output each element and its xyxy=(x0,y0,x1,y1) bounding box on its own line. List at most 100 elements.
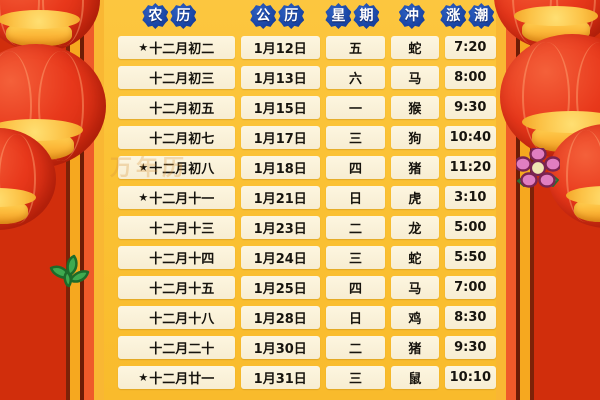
header-solar-date: 公历 xyxy=(235,3,320,29)
cell-clash-zodiac: 狗 xyxy=(391,125,439,149)
cell-lunar-date: ★ 十二月初八 xyxy=(118,155,235,179)
badge-shape xyxy=(398,3,425,29)
cell-weekday: 一 xyxy=(325,95,386,119)
cell-lunar-date: ★十二月二十 xyxy=(118,335,235,359)
cell-high-tide: 8:00 xyxy=(444,65,497,89)
lunar-date-text: 十二月初二 xyxy=(149,41,215,57)
lunar-date-text: 十二月十一 xyxy=(149,191,215,207)
cell-lunar-date: ★ 十二月初二 xyxy=(118,35,235,59)
header-high-tide: 涨潮 xyxy=(439,3,496,29)
cell-weekday: 二 xyxy=(325,335,386,359)
table-row[interactable]: ★ 十二月廿一 1月31日三鼠 10:10 xyxy=(104,362,497,392)
cell-high-tide: 8:30 xyxy=(444,305,497,329)
header-label: 历 xyxy=(284,8,299,24)
stripe xyxy=(534,0,544,400)
cell-high-tide: 9:30 xyxy=(444,95,497,119)
auspicious-star-icon: ★ xyxy=(138,190,149,204)
cell-solar-date: 1月31日 xyxy=(240,365,320,389)
badge-shape xyxy=(278,3,305,29)
cell-clash-zodiac: 蛇 xyxy=(391,245,439,269)
lunar-date-text: 十二月二十 xyxy=(149,341,215,357)
stripe xyxy=(516,0,520,400)
cell-clash-zodiac: 虎 xyxy=(391,185,439,209)
cell-weekday: 日 xyxy=(325,305,386,329)
stripe xyxy=(520,0,530,400)
cell-weekday: 五 xyxy=(325,35,386,59)
badge-shape xyxy=(250,3,277,29)
cell-lunar-date: ★十二月十三 xyxy=(118,215,235,239)
cell-solar-date: 1月24日 xyxy=(240,245,320,269)
cell-weekday: 四 xyxy=(325,155,386,179)
header-label: 农 xyxy=(148,8,163,24)
cell-clash-zodiac: 蛇 xyxy=(391,35,439,59)
lunar-date-text: 十二月廿一 xyxy=(149,371,215,387)
lantern-top-left xyxy=(0,0,100,70)
lunar-date-text: 十二月初八 xyxy=(149,161,215,177)
cell-high-tide: 3:10 xyxy=(444,185,497,209)
cell-solar-date: 1月13日 xyxy=(240,65,320,89)
header-badge-solar-date-0: 公 xyxy=(250,3,277,29)
cell-solar-date: 1月23日 xyxy=(240,215,320,239)
cell-clash-zodiac: 马 xyxy=(391,65,439,89)
cell-high-tide: 11:20 xyxy=(444,155,497,179)
header-badge-weekday-0: 星 xyxy=(325,3,352,29)
cell-high-tide: 7:20 xyxy=(444,35,497,59)
lunar-date-text: 十二月十八 xyxy=(149,311,215,327)
cell-lunar-date: ★十二月十四 xyxy=(118,245,235,269)
stripe xyxy=(66,0,70,400)
lunar-date-text: 十二月十四 xyxy=(149,251,215,267)
header-lunar-date: 农历 xyxy=(104,3,235,29)
cell-lunar-date: ★ 十二月廿一 xyxy=(118,365,235,389)
header-badge-high-tide-1: 潮 xyxy=(468,3,495,29)
header-label: 期 xyxy=(359,8,374,24)
header-weekday: 星期 xyxy=(320,3,385,29)
badge-shape xyxy=(353,3,380,29)
cell-lunar-date: ★十二月十八 xyxy=(118,305,235,329)
badge-shape xyxy=(440,3,467,29)
header-badge-lunar-date-0: 农 xyxy=(142,3,169,29)
stripe xyxy=(530,0,534,400)
lunar-date-text: 十二月十三 xyxy=(149,221,215,237)
lunar-date-text: 十二月十五 xyxy=(149,281,215,297)
cell-high-tide: 5:00 xyxy=(444,215,497,239)
stripe xyxy=(56,0,66,400)
stripe-band-left xyxy=(56,0,104,400)
cell-weekday: 日 xyxy=(325,185,386,209)
calendar-table: ★十二月初二1月12日五蛇7:20★十二月初三1月13日六马8:00★十二月初五… xyxy=(104,32,497,392)
cell-clash-zodiac: 龙 xyxy=(391,215,439,239)
cell-weekday: 二 xyxy=(325,215,386,239)
cell-high-tide: 5:50 xyxy=(444,245,497,269)
auspicious-star-icon: ★ xyxy=(138,370,149,384)
header-badge-high-tide-0: 涨 xyxy=(440,3,467,29)
header-clash-zodiac: 冲 xyxy=(385,3,438,29)
table-row[interactable]: ★ 十二月初二 1月12日五蛇 7:20 xyxy=(104,32,497,62)
header-label: 星 xyxy=(331,8,346,24)
cell-lunar-date: ★十二月十五 xyxy=(118,275,235,299)
cell-clash-zodiac: 猪 xyxy=(391,155,439,179)
cell-solar-date: 1月21日 xyxy=(240,185,320,209)
leaf-sprig-icon xyxy=(49,254,90,288)
badge-shape xyxy=(170,3,197,29)
cell-clash-zodiac: 猪 xyxy=(391,335,439,359)
table-row[interactable]: ★ 十二月十一 1月21日日虎 3:10 xyxy=(104,182,497,212)
stripe xyxy=(506,0,516,400)
stripe xyxy=(84,0,94,400)
lunar-date-text: 十二月初三 xyxy=(149,71,215,87)
lantern-lower-right xyxy=(548,124,600,228)
table-row[interactable]: ★ 十二月初八 1月18日四猪 11:20 xyxy=(104,152,497,182)
lantern-mid-right xyxy=(500,34,600,180)
cell-weekday: 四 xyxy=(325,275,386,299)
cell-clash-zodiac: 马 xyxy=(391,275,439,299)
header-label: 涨 xyxy=(446,8,461,24)
header-label: 公 xyxy=(256,8,271,24)
cell-solar-date: 1月30日 xyxy=(240,335,320,359)
cell-weekday: 三 xyxy=(325,365,386,389)
